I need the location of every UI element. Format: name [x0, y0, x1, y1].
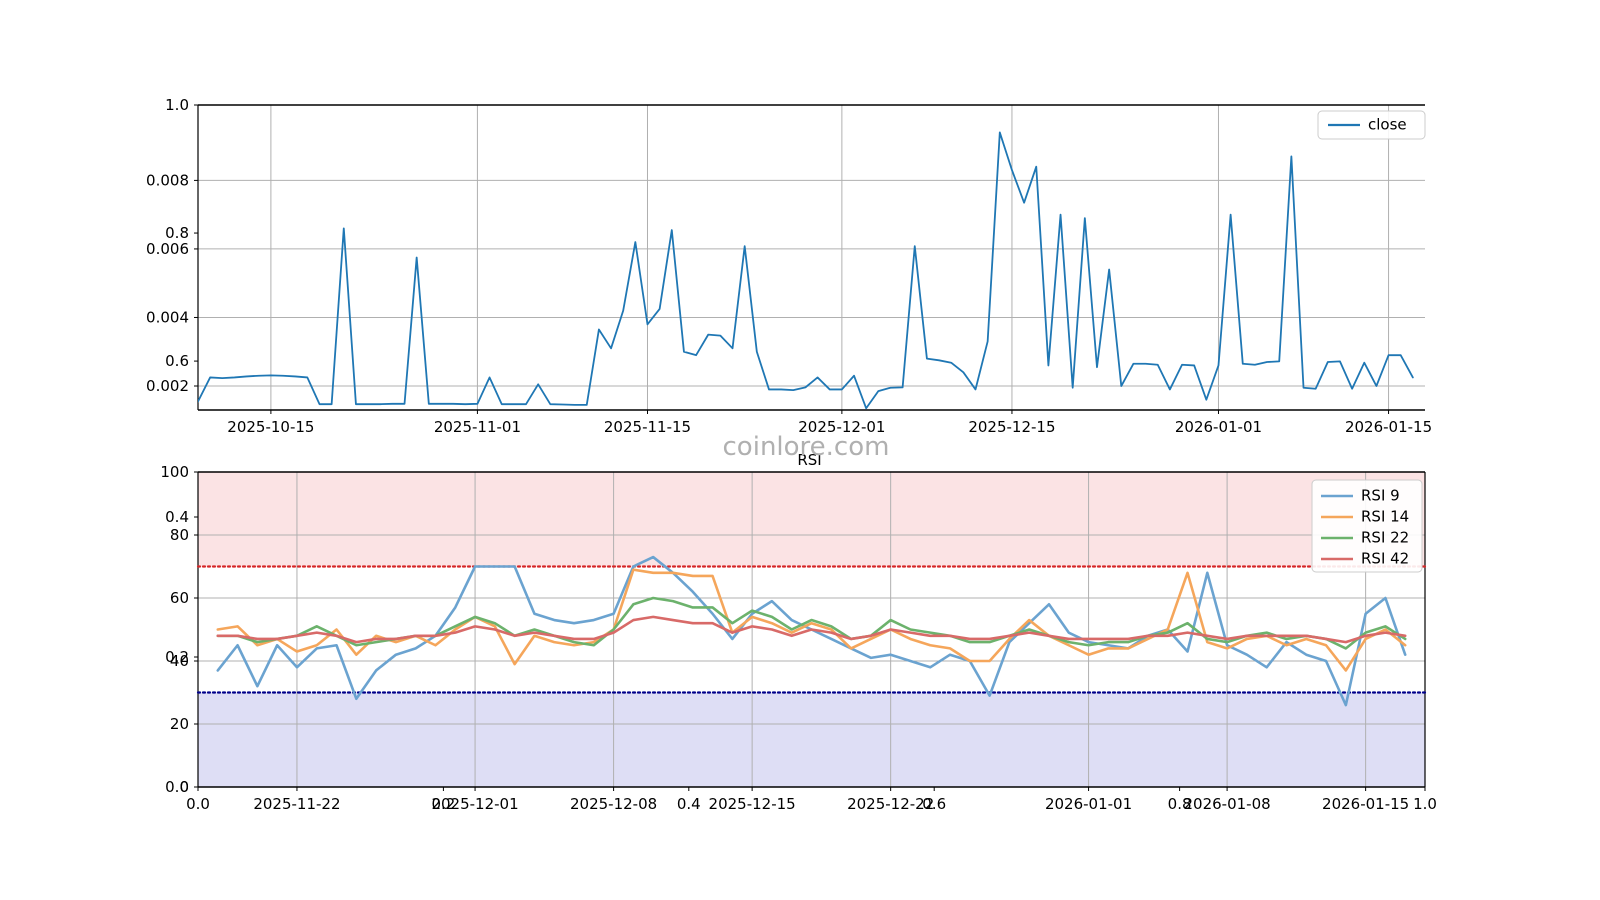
rsi-xtick-label: 2025-12-15	[709, 795, 796, 813]
rsi-xtick-label: 2025-11-22	[253, 795, 340, 813]
rsi-legend-label-rsi-14: RSI 14	[1361, 508, 1409, 526]
price-xtick-label: 2025-12-01	[798, 418, 885, 436]
watermark-text: coinlore.com	[723, 432, 890, 462]
rsi-legend-label-rsi-42: RSI 42	[1361, 550, 1409, 568]
price-ytick-secondary-label: 0.8	[165, 224, 189, 242]
rsi-ytick-label: 80	[170, 526, 189, 544]
rsi-ytick-label: 40	[170, 652, 189, 670]
rsi-xtick-secondary-label: 0.8	[1168, 795, 1192, 813]
rsi-ytick-label: 20	[170, 715, 189, 733]
price-legend: close	[1317, 110, 1426, 140]
rsi-xtick-label: 2026-01-01	[1045, 795, 1132, 813]
rsi-ytick-label: 60	[170, 589, 189, 607]
price-legend-box	[1317, 110, 1426, 140]
price-plot-background	[198, 105, 1425, 410]
rsi-legend: RSI 9 RSI 14 RSI 22 RSI 42	[1311, 479, 1423, 573]
rsi-xtick-secondary-label: 0.0	[186, 795, 210, 813]
rsi-ytick-label: 100	[160, 463, 189, 481]
price-ytick-label: 0.002	[146, 377, 189, 395]
rsi-series-rsi-42	[216, 615, 1407, 644]
price-legend-label-close: close	[1368, 116, 1407, 134]
rsi-xtick-secondary-label: 0.6	[922, 795, 946, 813]
rsi-title: RSI	[797, 451, 821, 469]
price-ytick-secondary-label: 1.0	[165, 96, 189, 114]
price-xtick-label: 2025-11-15	[604, 418, 691, 436]
price-xtick-label: 2026-01-01	[1175, 418, 1262, 436]
rsi-legend-label-rsi-22: RSI 22	[1361, 529, 1409, 547]
rsi-overbought-band	[198, 472, 1425, 567]
rsi-xtick-label: 2025-12-08	[570, 795, 657, 813]
price-xtick-label: 2026-01-15	[1345, 418, 1432, 436]
rsi-xtick-label: 2025-12-01	[431, 795, 518, 813]
rsi-xtick-secondary-label: 1.0	[1413, 795, 1437, 813]
price-xtick-label: 2025-10-15	[227, 418, 314, 436]
rsi-xtick-label: 2025-12-22	[847, 795, 934, 813]
price-ytick-label: 0.006	[146, 240, 189, 258]
rsi-legend-label-rsi-9: RSI 9	[1361, 487, 1400, 505]
rsi-panel: 0 20 40 60 80 100 0.0 0.2 0.4 2025-11-22 2025-12-0…	[160, 451, 1437, 813]
rsi-xtick-label: 2026-01-15	[1322, 795, 1409, 813]
rsi-legend-box	[1311, 479, 1423, 573]
rsi-xtick-secondary-label: 0.2	[431, 795, 455, 813]
rsi-xtick-label: 2026-01-08	[1184, 795, 1271, 813]
rsi-ytick-secondary-label: 0.2	[165, 648, 189, 666]
price-ytick-label: 0.004	[146, 308, 189, 326]
price-ytick-label: 0.008	[146, 171, 189, 189]
rsi-ytick-secondary-label: 0.0	[165, 778, 189, 796]
price-series-close	[198, 131, 1414, 410]
rsi-ytick-secondary-label: 0.4	[165, 508, 189, 526]
price-xtick-label: 2025-12-15	[968, 418, 1055, 436]
rsi-oversold-band	[198, 692, 1425, 787]
price-ytick-secondary-label: 0.6	[165, 352, 189, 370]
rsi-xtick-secondary-label: 0.4	[677, 795, 701, 813]
price-panel: 0.002 0.004 0.006 0.008 0.6 0.8 1.0 2025-10-15 2…	[146, 96, 1432, 436]
rsi-ytick-label: 0	[179, 778, 189, 796]
price-xtick-label: 2025-11-01	[434, 418, 521, 436]
